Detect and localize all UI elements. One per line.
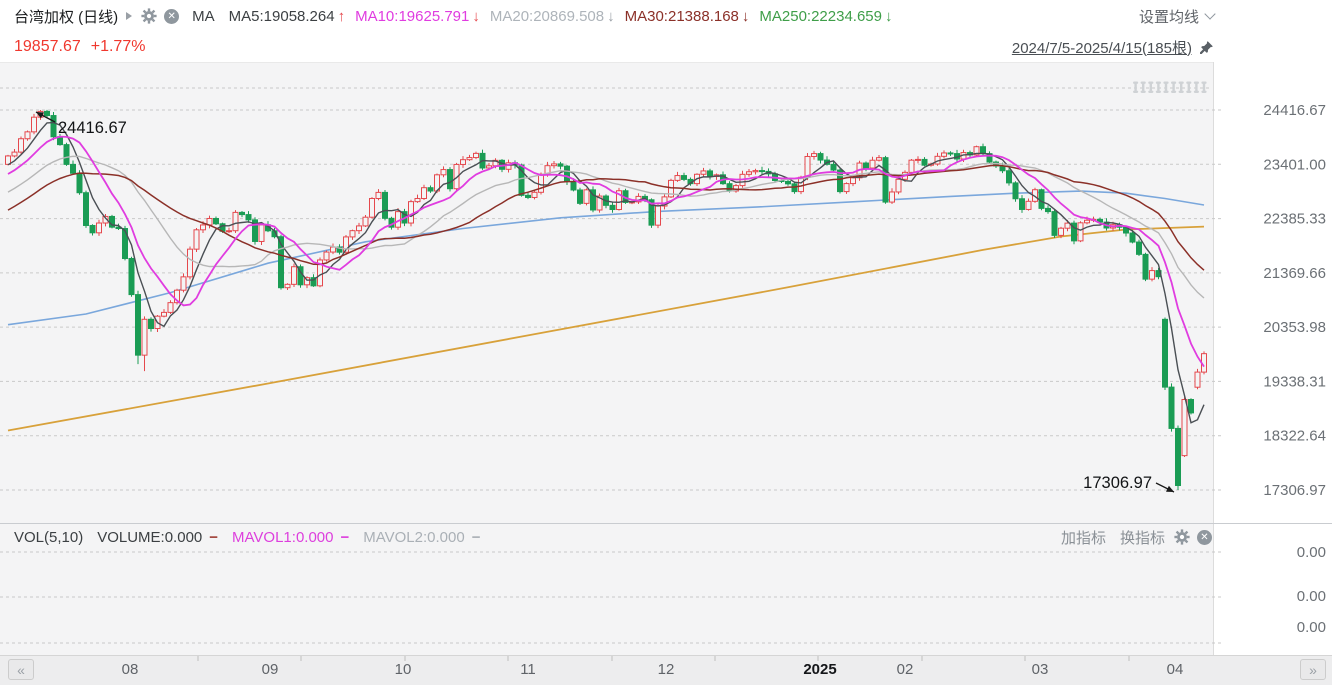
ma-value: MA5:19058.264 <box>228 7 335 25</box>
vol-close-icon[interactable]: ✕ <box>1197 529 1212 545</box>
chevron-down-icon <box>1204 8 1216 20</box>
ma-trend-arrow: ↓ <box>607 7 615 25</box>
vol-value: MAVOL2:0.000 <box>363 528 465 546</box>
x-axis-label: 02 <box>896 661 914 678</box>
symbol-title: 台湾加权 (日线) <box>14 8 119 26</box>
x-axis-label: 08 <box>121 661 139 678</box>
ma-trend-arrow: ↓ <box>885 7 893 25</box>
vol-gear-icon[interactable] <box>1174 529 1190 545</box>
ma-value: MA250:22234.659 <box>759 7 882 25</box>
vol-dash: − <box>340 528 350 546</box>
x-axis-label: 2025 <box>803 661 837 678</box>
x-axis-label: 10 <box>394 661 412 678</box>
time-axis: « 08 09 10 11 12 2025 02 03 04 » <box>0 655 1332 685</box>
date-range-link[interactable]: 2024/7/5-2025/4/15(185根) <box>1011 39 1192 57</box>
x-axis-label: 04 <box>1166 661 1184 678</box>
x-axis-label: 09 <box>261 661 279 678</box>
x-axis-label: 12 <box>657 661 675 678</box>
header-toolbar: 台湾加权 (日线) ✕ MA MA5:19058.264 ↑ MA10:19625.… <box>14 4 1216 28</box>
vol-dash: − <box>471 528 481 546</box>
vol-dash: − <box>209 528 219 546</box>
price-change-percent: +1.77% <box>90 38 146 55</box>
ma-value: MA30:21388.168 <box>624 7 739 25</box>
close-indicator-icon[interactable]: ✕ <box>164 8 180 24</box>
ma-trend-arrow: ↑ <box>337 7 346 25</box>
x-axis-label: 11 <box>520 661 536 678</box>
ma-settings-button[interactable]: 设置均线 <box>1138 6 1216 27</box>
pin-icon[interactable] <box>1199 40 1214 55</box>
pane-separator[interactable] <box>0 523 1332 524</box>
ma-value: MA20:20869.508 <box>489 7 605 25</box>
vol-param-label: VOL(5,10) <box>14 528 84 546</box>
vol-values: VOLUME:0.000− MAVOL1:0.000− MAVOL2:0.000− <box>83 529 480 546</box>
add-indicator-button[interactable]: 加指标 <box>1060 529 1106 547</box>
switch-indicator-button[interactable]: 换指标 <box>1119 529 1165 547</box>
gear-icon[interactable] <box>141 8 157 24</box>
ma-values: MA5:19058.264 ↑ MA10:19625.791 ↓ MA20:20869.… <box>229 8 903 25</box>
plot-area[interactable] <box>0 62 1213 655</box>
ma-group-label: MA <box>192 7 215 25</box>
scroll-right-button[interactable]: » <box>1300 659 1326 680</box>
x-axis-label: 03 <box>1031 661 1049 678</box>
price-axis-gutter <box>1213 62 1332 655</box>
last-price: 19857.67 <box>14 38 81 55</box>
ma-value: MA10:19625.791 <box>355 7 470 25</box>
vol-value: VOLUME:0.000 <box>97 528 203 546</box>
header-quote-row: 19857.67 +1.77% 2024/7/5-2025/4/15(185根) <box>14 36 1214 58</box>
symbol-caret-icon[interactable] <box>126 12 133 20</box>
ma-settings-label: 设置均线 <box>1138 8 1199 26</box>
volume-indicator-bar: VOL(5,10) VOLUME:0.000− MAVOL1:0.000− MAVO… <box>0 524 1332 550</box>
scroll-left-button[interactable]: « <box>8 659 34 680</box>
ma-trend-arrow: ↓ <box>741 7 750 25</box>
ma-trend-arrow: ↓ <box>472 7 480 25</box>
vol-value: MAVOL1:0.000 <box>232 528 334 546</box>
